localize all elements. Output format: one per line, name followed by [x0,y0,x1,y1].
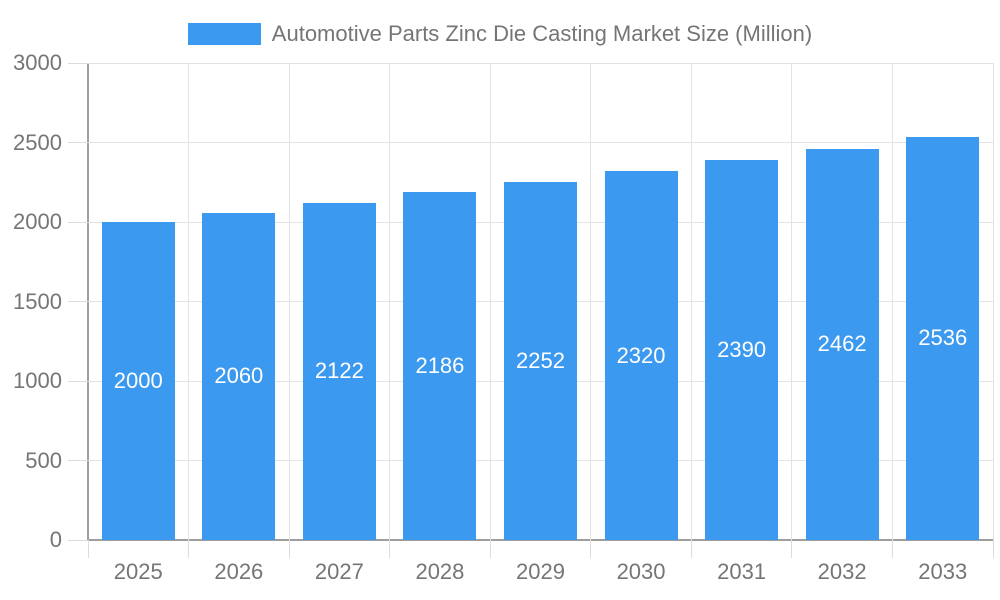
bar-value-label: 2122 [314,358,364,384]
x-axis-tick [489,540,491,558]
x-axis-label: 2025 [113,559,163,584]
gridline-v [992,63,994,540]
gridline-h [88,62,993,64]
y-axis-label: 2000 [13,209,62,234]
bar-value-label: 2186 [415,353,465,379]
gridline-v [188,63,190,540]
x-axis-label: 2031 [717,559,767,584]
y-axis-tick [68,380,88,382]
bar-value-label: 2390 [717,337,767,362]
x-axis-tick [992,540,994,558]
y-axis-tick [68,539,88,541]
legend-swatch-icon [187,23,261,45]
bar-value-label: 2060 [214,363,264,389]
y-axis-label: 1000 [13,368,62,393]
y-axis-tick [68,301,88,302]
y-axis-tick [68,460,88,461]
y-axis-tick [68,221,88,223]
y-axis-tick [68,62,88,64]
bar[interactable]: 2320 [604,171,678,540]
x-axis-line [87,539,994,541]
y-axis-label: 500 [25,447,62,473]
x-axis-label: 2027 [314,559,364,584]
bar[interactable]: 2122 [302,202,376,540]
x-axis-tick [288,540,290,558]
gridline-v [791,63,793,540]
x-axis-tick [590,540,592,558]
bar-value-label: 2252 [516,347,565,373]
x-axis-tick [188,540,190,558]
bar[interactable]: 2060 [202,212,276,540]
gridline-v [288,63,290,540]
bar[interactable]: 2390 [705,160,779,540]
bar[interactable]: 2536 [906,136,980,540]
x-axis-tick [690,540,692,558]
y-axis-label: 1500 [13,288,62,314]
bar[interactable]: 2252 [504,181,577,540]
x-axis-label: 2028 [415,559,465,584]
x-axis-tick [791,540,793,558]
gridline-v [389,63,391,540]
y-axis-tick [68,142,88,143]
x-axis-label: 2033 [918,559,968,584]
gridline-v [590,63,592,540]
y-axis-label: 2500 [13,129,62,155]
bar-value-label: 2320 [616,342,666,368]
x-axis-label: 2026 [214,559,264,584]
gridline-v [489,63,491,540]
legend-label: Automotive Parts Zinc Die Casting Market… [271,21,813,46]
bar-value-label: 2536 [918,325,968,351]
x-axis-label: 2029 [516,559,565,584]
bar[interactable]: 2462 [805,148,879,540]
y-axis-label: 3000 [13,50,62,75]
gridline-v [690,63,692,540]
gridline-h [88,142,993,143]
x-axis-label: 2032 [817,559,867,584]
bar[interactable]: 2000 [101,222,175,540]
y-axis-line [87,63,89,541]
x-axis-tick [389,540,391,558]
x-axis-tick [87,540,89,558]
bar[interactable]: 2186 [403,192,477,540]
x-axis-tick [891,540,893,558]
plot-area: 2000 2060 2122 2186 2252 2320 2390 2462 2536 [88,62,994,540]
bar-value-label: 2462 [817,331,867,357]
gridline-v [891,63,893,540]
bar-value-label: 2000 [113,368,163,393]
chart-legend[interactable]: Automotive Parts Zinc Die Casting Market… [0,21,1000,47]
y-axis-label: 0 [49,527,62,552]
x-axis-label: 2030 [616,559,666,584]
